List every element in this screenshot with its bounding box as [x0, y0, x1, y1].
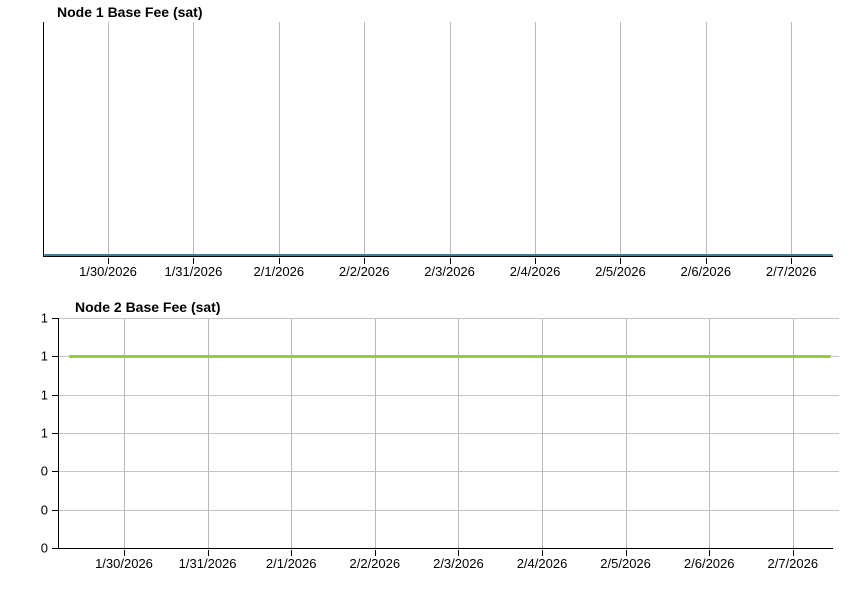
horizontal-gridline [59, 394, 839, 396]
y-axis-tick-label: 1 [40, 348, 48, 364]
x-axis-tick-label: 2/5/2026 [595, 264, 646, 279]
horizontal-gridline [59, 433, 839, 434]
vertical-gridline [108, 22, 109, 256]
x-axis-tick [278, 257, 280, 264]
x-axis-tick-label: 2/4/2026 [509, 264, 561, 279]
x-axis-tick [124, 549, 125, 556]
vertical-gridline [535, 22, 536, 256]
x-axis-tick-label: 2/2/2026 [338, 264, 390, 279]
x-axis-tick-label: 2/1/2026 [253, 264, 305, 279]
plot-area-node2: 1/30/2026 1/31/2026 2/1/2026 2/2/2026 2/3/20… [41, 312, 839, 571]
x-axis-tick [364, 257, 366, 264]
x-axis-tick-label: 1/30/2026 [79, 264, 137, 279]
x-axis-tick-label: 1/30/2026 [95, 556, 153, 571]
y-axis-tick [51, 509, 58, 511]
x-axis-tick [791, 257, 793, 264]
x-axis-tick [542, 549, 543, 556]
x-axis-tick-label: 2/3/2026 [424, 264, 475, 279]
x-axis-tick-label: 2/1/2026 [265, 556, 317, 571]
x-axis-tick [291, 549, 293, 556]
x-axis-tick [535, 257, 536, 264]
x-axis-tick [625, 549, 627, 556]
x-axis-tick-label: 2/5/2026 [600, 556, 651, 571]
y-axis-tick-label: 0 [40, 463, 48, 479]
x-axis-tick [207, 549, 209, 556]
data-line [44, 253, 833, 256]
y-axis-tick-label: 1 [40, 310, 48, 326]
chart-title-node2: Node 2 Base Fee (sat) [75, 299, 221, 315]
x-axis-tick [449, 257, 451, 264]
x-axis-tick [709, 549, 711, 556]
x-axis-tick [374, 549, 376, 556]
x-axis-tick-label: 2/7/2026 [767, 556, 819, 571]
x-axis-tick [458, 549, 460, 556]
y-axis-tick-label: 1 [40, 425, 48, 441]
x-axis-tick-label: 2/2/2026 [349, 556, 401, 571]
data-line [69, 354, 831, 358]
x-axis-tick [792, 549, 794, 556]
x-axis-tick-label: 2/4/2026 [516, 556, 568, 571]
x-axis-tick-label: 2/7/2026 [765, 264, 817, 279]
horizontal-gridline [59, 509, 839, 511]
y-axis-tick [51, 471, 58, 473]
x-axis-tick [705, 257, 707, 264]
x-axis-tick [108, 257, 109, 264]
x-axis-tick-label: 1/31/2026 [164, 264, 223, 279]
y-axis-tick [51, 318, 58, 319]
x-axis-tick-label: 1/31/2026 [178, 556, 237, 571]
x-axis-tick-label: 2/6/2026 [680, 264, 732, 279]
horizontal-gridline [59, 471, 839, 473]
x-axis-tick [620, 257, 622, 264]
plot-area-node1: 1/30/2026 1/31/2026 2/1/2026 2/2/2026 2/3/20… [43, 22, 833, 279]
vertical-gridline [193, 22, 195, 256]
y-axis-tick-label: 1 [40, 387, 48, 403]
x-axis-tick-label: 2/6/2026 [683, 556, 735, 571]
y-axis-tick [51, 356, 58, 358]
vertical-gridline [449, 22, 451, 256]
vertical-gridline [705, 22, 707, 256]
vertical-gridline [620, 22, 622, 256]
y-axis-tick [51, 548, 58, 549]
x-axis-tick-label: 2/3/2026 [433, 556, 484, 571]
horizontal-gridline [59, 318, 839, 319]
y-axis-tick-label: 0 [40, 502, 48, 518]
y-axis-tick-label: 0 [40, 540, 48, 556]
y-axis-tick [51, 433, 58, 434]
y-axis-tick [51, 394, 58, 396]
vertical-gridline [364, 22, 366, 256]
vertical-gridline [791, 22, 793, 256]
chart-title-node1: Node 1 Base Fee (sat) [57, 4, 203, 20]
vertical-gridline [278, 22, 280, 256]
x-axis-tick [193, 257, 195, 264]
